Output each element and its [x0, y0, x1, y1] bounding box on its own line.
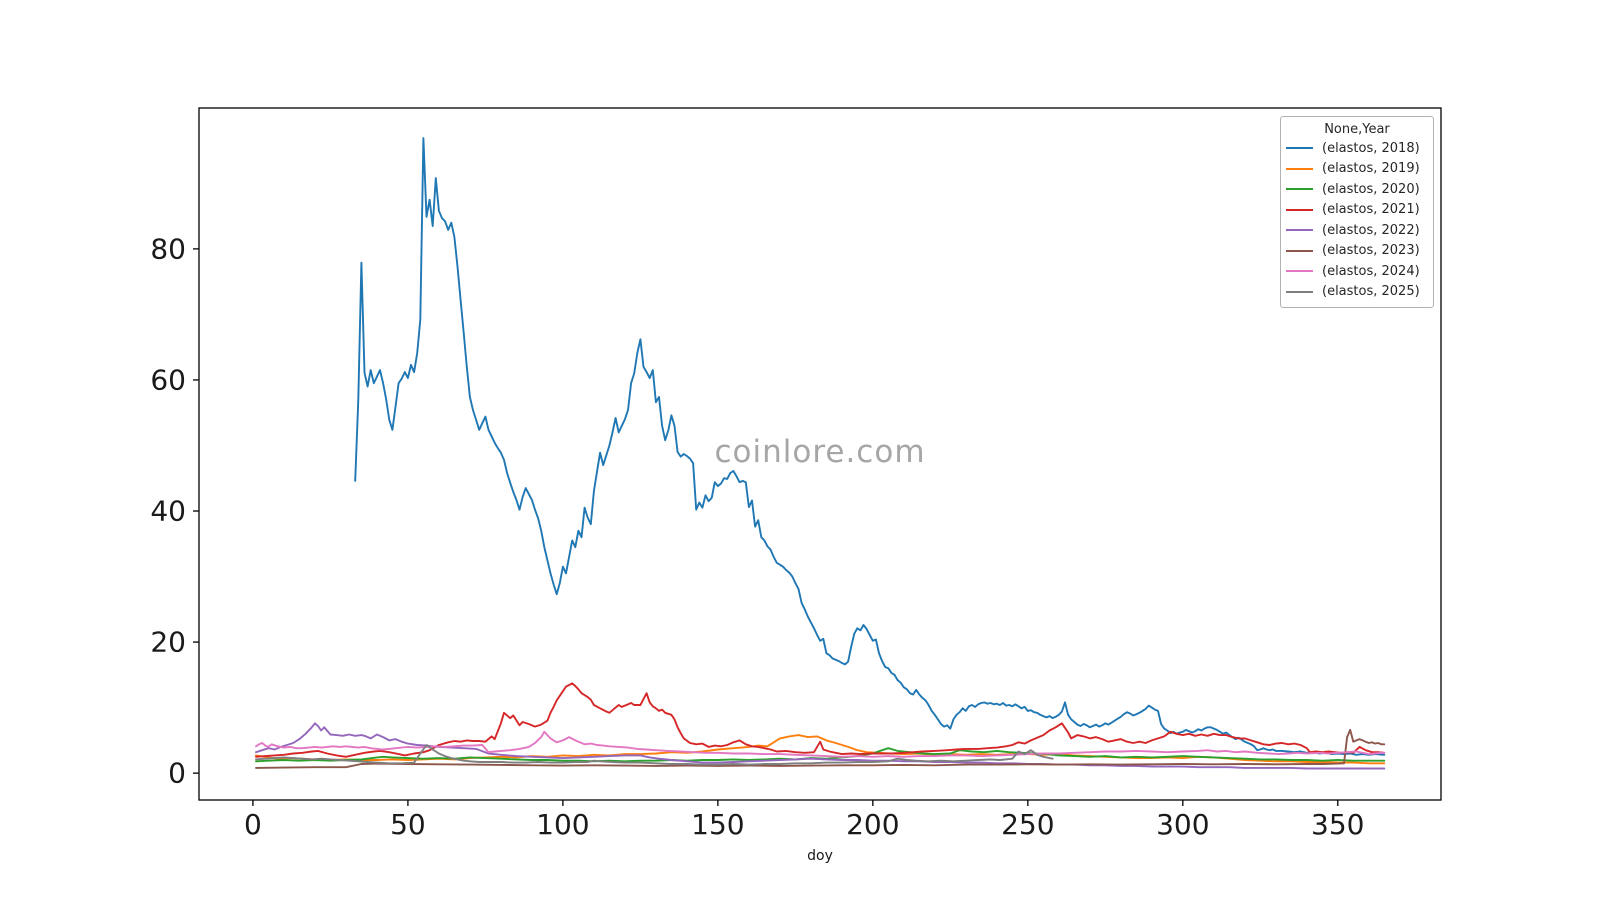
- legend: None,Year (elastos, 2018) (elastos, 2019)…: [1280, 116, 1434, 308]
- x-tick-label: 0: [244, 808, 262, 841]
- x-tick-label: 250: [1001, 808, 1055, 841]
- legend-label: (elastos, 2024): [1322, 263, 1420, 279]
- x-tick-label: 300: [1156, 808, 1210, 841]
- series-line-2018: [354, 137, 1386, 756]
- series-line-2021: [255, 682, 1386, 758]
- y-tick-label: 20: [150, 625, 186, 659]
- x-tick-label: 50: [390, 808, 426, 841]
- legend-label: (elastos, 2020): [1322, 181, 1420, 197]
- legend-label: (elastos, 2025): [1322, 284, 1420, 300]
- legend-item-2022: (elastos, 2022): [1281, 220, 1433, 241]
- legend-swatch-2023: [1286, 249, 1313, 252]
- series-line-2025: [255, 744, 1054, 766]
- x-tick-label: 150: [691, 808, 745, 841]
- plot-border: [198, 107, 1442, 801]
- legend-title: None,Year: [1324, 122, 1390, 137]
- legend-items: (elastos, 2018) (elastos, 2019) (elastos, …: [1281, 138, 1433, 302]
- legend-swatch-2019: [1286, 167, 1313, 170]
- y-tick-label: 60: [150, 363, 186, 397]
- series-line-2023: [255, 728, 1386, 769]
- x-axis-label: doy: [807, 848, 833, 864]
- x-tick-label: 100: [536, 808, 590, 841]
- legend-item-2023: (elastos, 2023): [1281, 241, 1433, 262]
- legend-swatch-2021: [1286, 208, 1313, 211]
- y-tick-label: 0: [168, 756, 186, 790]
- legend-item-2025: (elastos, 2025): [1281, 282, 1433, 303]
- legend-label: (elastos, 2018): [1322, 140, 1420, 156]
- x-tick-label: 200: [846, 808, 900, 841]
- legend-item-2021: (elastos, 2021): [1281, 200, 1433, 221]
- legend-label: (elastos, 2022): [1322, 222, 1420, 238]
- legend-swatch-2022: [1286, 229, 1313, 232]
- legend-swatch-2025: [1286, 290, 1313, 293]
- series-line-2024: [255, 730, 1386, 758]
- y-tick-label: 40: [150, 494, 186, 528]
- y-tick-label: 80: [150, 232, 186, 266]
- legend-label: (elastos, 2019): [1322, 161, 1420, 177]
- legend-swatch-2024: [1286, 270, 1313, 273]
- legend-label: (elastos, 2023): [1322, 243, 1420, 259]
- series-line-2022: [255, 722, 1386, 770]
- legend-item-2018: (elastos, 2018): [1281, 138, 1433, 159]
- legend-item-2024: (elastos, 2024): [1281, 261, 1433, 282]
- legend-item-2019: (elastos, 2019): [1281, 159, 1433, 180]
- legend-label: (elastos, 2021): [1322, 202, 1420, 218]
- legend-swatch-2018: [1286, 147, 1313, 150]
- legend-swatch-2020: [1286, 188, 1313, 191]
- legend-item-2020: (elastos, 2020): [1281, 179, 1433, 200]
- x-tick-label: 350: [1311, 808, 1365, 841]
